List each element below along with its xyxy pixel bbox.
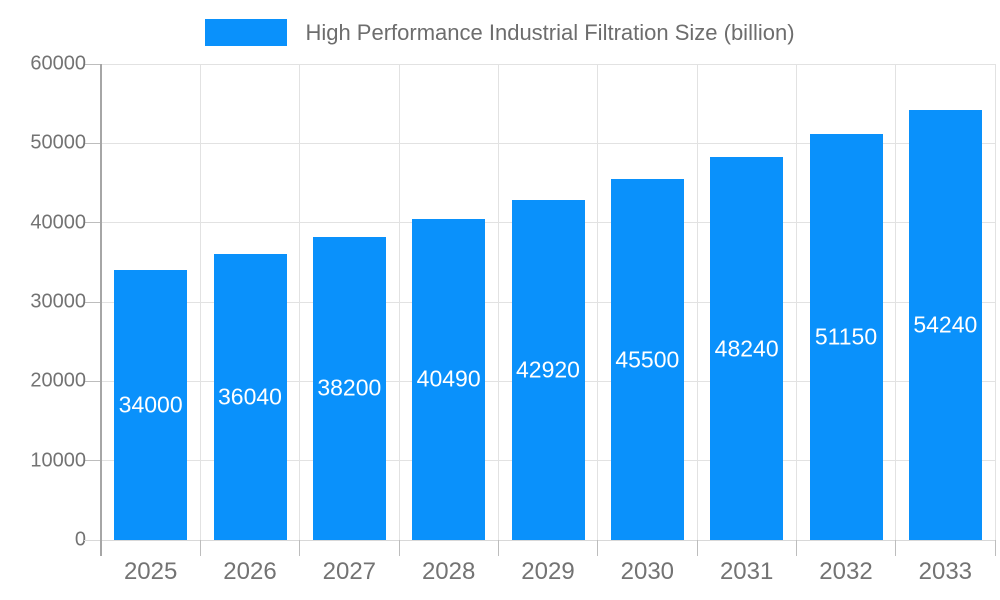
y-axis-label: 20000: [30, 369, 86, 392]
y-gridline: [101, 142, 995, 144]
y-axis-label: 0: [74, 528, 86, 551]
x-axis-label: 2029: [521, 558, 575, 585]
y-axis-tick: [85, 142, 101, 144]
x-axis-tick: [597, 540, 599, 556]
x-gridline: [696, 64, 698, 540]
y-axis-tick: [85, 222, 101, 224]
x-gridline: [199, 64, 201, 540]
bar-value-label: 45500: [615, 346, 680, 373]
bar-value-label: 42920: [516, 356, 580, 383]
bar: [412, 218, 486, 540]
x-axis-tick: [895, 540, 897, 556]
bar: [511, 199, 585, 540]
x-axis-label: 2026: [223, 558, 277, 585]
y-axis-label: 10000: [30, 449, 86, 472]
x-axis-label: 2028: [421, 558, 476, 585]
bar-value-label: 51150: [814, 323, 878, 350]
bar-value-label: 40490: [416, 365, 481, 392]
bar-value-label: 48240: [714, 335, 779, 362]
x-gridline: [497, 64, 499, 540]
y-axis-tick: [85, 63, 101, 65]
y-axis-tick: [85, 460, 101, 462]
y-axis-label: 60000: [30, 52, 86, 75]
y-axis-tick: [85, 380, 101, 382]
bar: [312, 236, 386, 540]
x-axis-tick: [795, 540, 797, 556]
y-axis-label: 50000: [30, 131, 86, 154]
x-axis-label: 2030: [620, 558, 675, 585]
legend-swatch: [205, 18, 288, 46]
legend: High Performance Industrial Filtration S…: [0, 14, 1000, 50]
x-axis-label: 2027: [322, 558, 377, 585]
x-axis-tick: [497, 540, 499, 556]
x-axis-label: 2031: [719, 558, 774, 585]
x-gridline: [895, 64, 897, 540]
bar-value-label: 54240: [913, 311, 978, 338]
x-axis-label: 2032: [819, 558, 873, 585]
bar-value-label: 34000: [118, 391, 183, 418]
x-axis-tick: [696, 540, 698, 556]
x-gridline: [597, 64, 599, 540]
bar-value-label: 36040: [218, 383, 282, 410]
bar-value-label: 38200: [317, 374, 382, 401]
y-axis-line: [100, 64, 102, 556]
bar: [114, 270, 188, 540]
bar: [809, 134, 883, 540]
y-gridline: [101, 63, 995, 65]
x-axis-label: 2025: [123, 558, 178, 585]
x-axis-line: [84, 539, 995, 541]
x-axis-label: 2033: [918, 558, 973, 585]
x-axis-tick: [398, 540, 400, 556]
y-axis-tick: [85, 301, 101, 303]
x-axis-tick: [199, 540, 201, 556]
x-axis-tick: [299, 540, 301, 556]
x-gridline: [795, 64, 797, 540]
bar: [908, 109, 982, 540]
bar: [610, 179, 684, 540]
y-axis-label: 30000: [30, 290, 86, 313]
bar: [213, 254, 287, 540]
x-axis-tick: [994, 540, 996, 556]
x-gridline: [299, 64, 301, 540]
bar: [710, 157, 784, 540]
legend-label: High Performance Industrial Filtration S…: [305, 19, 795, 45]
x-gridline: [398, 64, 400, 540]
x-gridline: [994, 64, 996, 540]
y-axis-label: 40000: [30, 211, 86, 234]
